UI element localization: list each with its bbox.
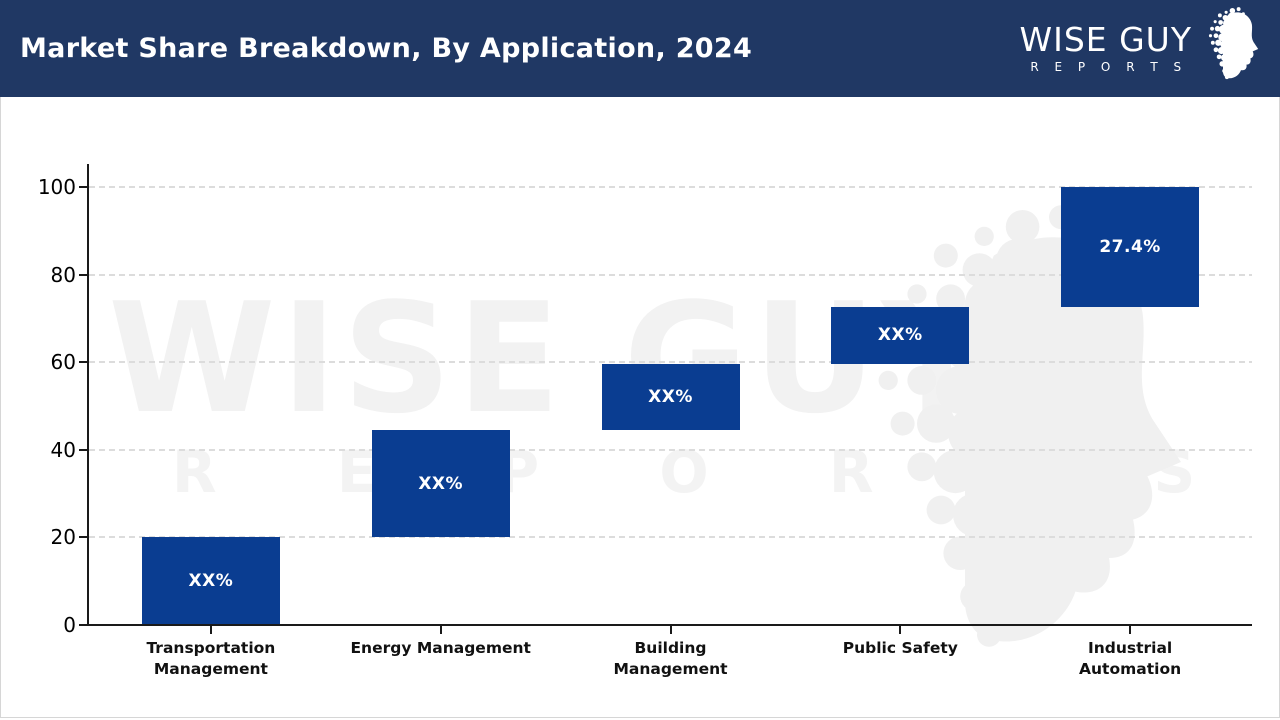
category-label-line: Automation (1079, 660, 1182, 678)
y-tick-label: 80 (50, 262, 76, 287)
logo-subtitle: R E P O R T S (1030, 60, 1188, 74)
bar-value-label: XX% (877, 325, 923, 346)
x-tick-mark (669, 626, 672, 634)
waterfall-bar-segment: XX% (371, 430, 510, 538)
gridline (89, 448, 1252, 451)
y-tick-mark (79, 624, 88, 626)
y-tick-label: 0 (63, 613, 76, 637)
category-label-line: Management (613, 660, 728, 678)
x-tick-mark (439, 626, 442, 634)
page-title: Market Share Breakdown, By Application, … (20, 33, 753, 64)
gridline (89, 186, 1252, 188)
logo-face-icon (1208, 6, 1259, 79)
category-label: Industrial Automation (1015, 638, 1245, 680)
category-label-line: Public Safety (842, 639, 958, 657)
waterfall-bar-segment: XX% (831, 307, 970, 364)
gridline (89, 536, 1252, 539)
y-tick-mark (79, 186, 88, 188)
y-tick-label: 60 (50, 350, 76, 375)
x-axis-line (87, 624, 1252, 626)
bar-value-label: XX% (648, 386, 693, 407)
header-bar: Market Share Breakdown, By Application, … (0, 0, 1280, 97)
bar-value-label: 27.4% (1099, 237, 1161, 257)
category-label: Public Safety (785, 638, 1015, 659)
y-tick-label: 40 (50, 437, 76, 462)
gridline (89, 361, 1252, 364)
category-label: Building Management (556, 638, 786, 680)
waterfall-bar-segment: 27.4% (1061, 187, 1200, 307)
y-axis-line (87, 164, 89, 626)
brand-logo: WISE GUY R E P O R T S (1019, 6, 1266, 92)
x-tick-mark (899, 626, 902, 634)
bar-value-label: XX% (188, 571, 234, 592)
category-label-line: Building (634, 639, 707, 657)
category-label: Energy Management (326, 638, 556, 659)
y-tick-mark (79, 361, 88, 364)
y-tick-mark (79, 448, 88, 451)
y-tick-label: 100 (37, 175, 76, 199)
waterfall-bar-segment: XX% (601, 363, 740, 431)
x-tick-mark (209, 626, 212, 634)
category-label: Transportation Management (96, 638, 326, 680)
y-tick-mark (79, 536, 88, 539)
y-tick-label: 20 (50, 525, 76, 550)
category-label-line: Energy Management (350, 639, 531, 657)
x-tick-mark (1129, 626, 1132, 634)
waterfall-bar-segment: XX% (141, 537, 280, 625)
category-label-line: Transportation (146, 639, 276, 657)
logo-wordmark: WISE GUY (1019, 20, 1192, 59)
gridline (89, 273, 1252, 276)
category-label-line: Management (153, 660, 268, 678)
category-label-line: Industrial (1087, 639, 1173, 657)
y-tick-mark (79, 273, 88, 276)
bar-value-label: XX% (418, 473, 464, 494)
brand-logo-text: WISE GUY R E P O R T S (1019, 20, 1192, 75)
